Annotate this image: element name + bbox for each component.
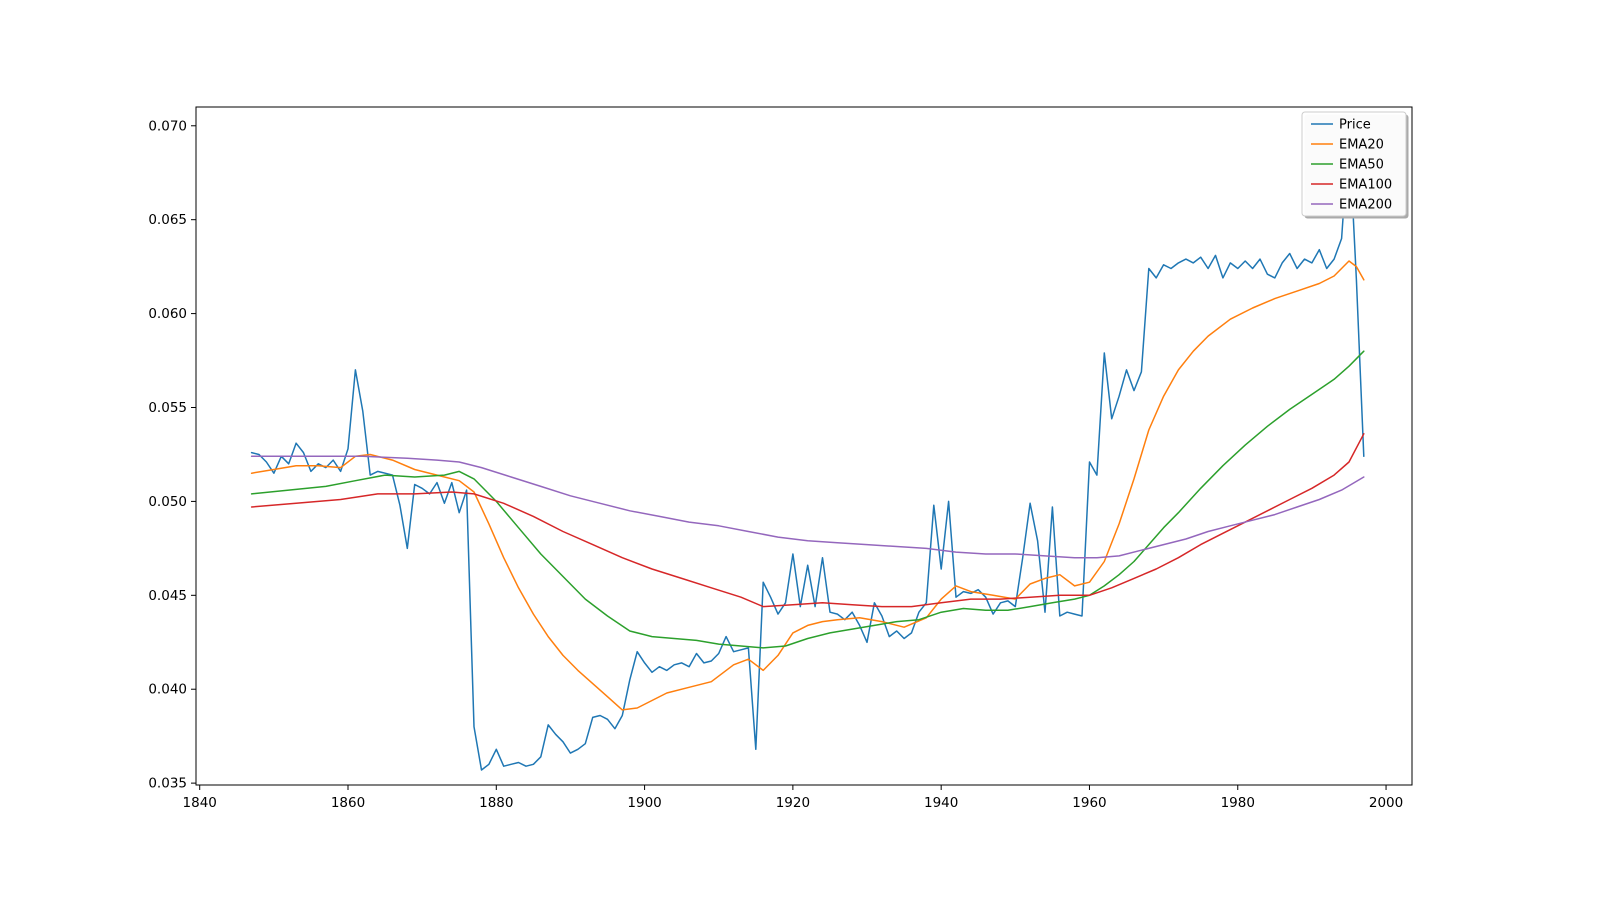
legend-label-ema50: EMA50 <box>1339 158 1384 173</box>
x-tick-label: 1940 <box>924 795 958 811</box>
series-line-price <box>250 130 1365 771</box>
y-tick-label: 0.045 <box>148 588 187 604</box>
series-line-ema50 <box>250 350 1365 649</box>
y-tick-label: 0.065 <box>148 212 187 228</box>
legend-label-ema100: EMA100 <box>1339 178 1392 193</box>
y-tick-label: 0.040 <box>148 682 187 698</box>
x-tick-label: 2000 <box>1369 795 1403 811</box>
x-tick-label: 1920 <box>776 795 810 811</box>
y-tick-label: 0.050 <box>148 494 187 510</box>
x-tick-label: 1840 <box>183 795 217 811</box>
series-line-ema100 <box>250 433 1365 608</box>
y-tick-label: 0.060 <box>148 306 187 322</box>
legend-label-ema200: EMA200 <box>1339 198 1392 213</box>
legend-label-ema20: EMA20 <box>1339 138 1384 153</box>
series-line-ema200 <box>250 455 1365 559</box>
x-tick-label: 1960 <box>1072 795 1106 811</box>
y-tick-label: 0.035 <box>148 776 187 792</box>
y-tick-label: 0.070 <box>148 118 187 134</box>
legend-box <box>1301 111 1407 217</box>
legend-label-price: Price <box>1339 118 1371 133</box>
x-tick-label: 1900 <box>627 795 661 811</box>
x-tick-label: 1860 <box>331 795 365 811</box>
y-tick-label: 0.055 <box>148 400 187 416</box>
x-tick-label: 1880 <box>479 795 513 811</box>
axes-frame <box>195 106 1413 786</box>
series-line-ema20 <box>250 260 1365 711</box>
x-tick-label: 1980 <box>1221 795 1255 811</box>
